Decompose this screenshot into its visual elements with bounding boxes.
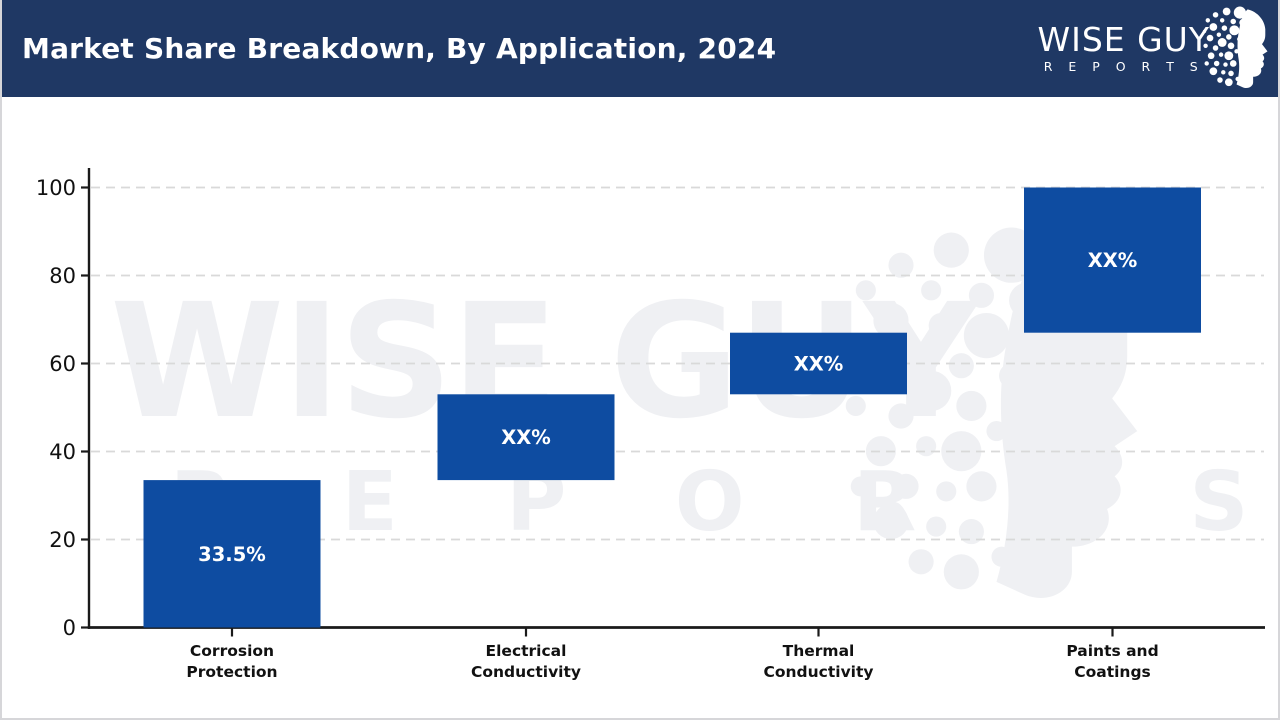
wiseguy-head-icon (1202, 6, 1268, 89)
y-tick-label: 20 (49, 528, 76, 552)
bar-0 (143, 480, 321, 628)
y-tick-label: 100 (36, 176, 76, 200)
bar-1 (437, 394, 615, 481)
y-tick-label: 40 (49, 440, 76, 464)
x-category-label: Corrosion (190, 642, 274, 660)
x-category-label: Coatings (1074, 663, 1151, 681)
x-category-label: Conductivity (763, 663, 873, 681)
x-category-label: Electrical (486, 642, 567, 660)
y-tick-label: 0 (63, 616, 76, 640)
y-tick-label: 80 (49, 264, 76, 288)
x-category-label: Thermal (783, 642, 855, 660)
logo-wordmark: WISE GUY (1037, 19, 1210, 59)
bar-3 (1024, 187, 1201, 333)
logo-subtext: R E P O R T S (1043, 59, 1204, 75)
page-title: Market Share Breakdown, By Application, … (22, 32, 777, 65)
header-bar: Market Share Breakdown, By Application, … (2, 0, 1278, 97)
x-category-label: Paints and (1066, 642, 1158, 660)
bar-value-label: XX% (1088, 249, 1138, 272)
brand-logo: WISE GUY R E P O R T S (1037, 6, 1272, 90)
bar-value-label: XX% (794, 353, 844, 376)
x-category-label: Conductivity (471, 663, 581, 681)
bar-value-label: XX% (501, 426, 551, 449)
logo-text-block: WISE GUY R E P O R T S (1037, 19, 1210, 75)
y-tick-label: 60 (49, 352, 76, 376)
bar-value-label: 33.5% (198, 543, 266, 566)
bar-2 (730, 332, 907, 395)
x-category-label: Protection (186, 663, 277, 681)
